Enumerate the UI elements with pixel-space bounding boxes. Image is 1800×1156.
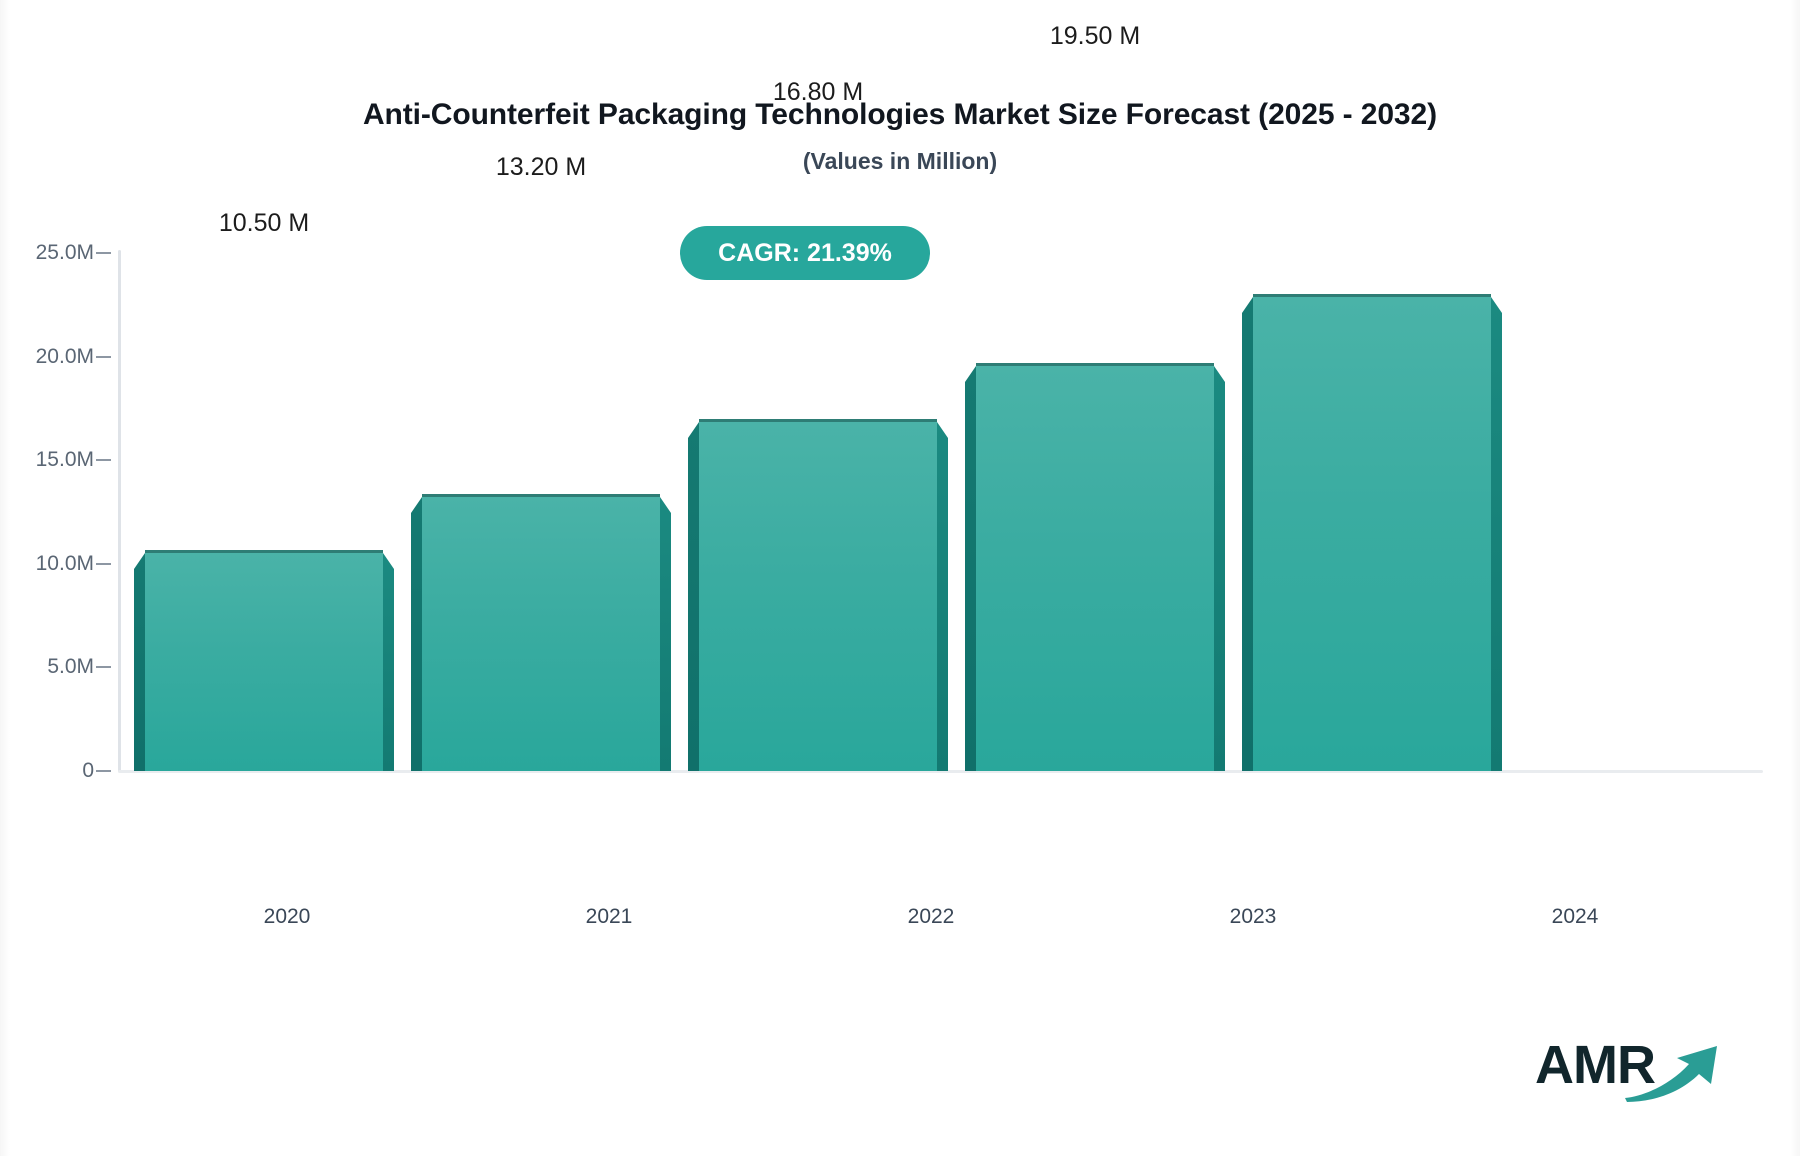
y-tick-label-0: 0: [82, 759, 94, 782]
bar-2023[interactable]: 19.50 M: [965, 22, 1225, 771]
y-tick-dash-25: [96, 252, 111, 254]
chart-subtitle: (Values in Million): [802, 148, 998, 174]
bar-front-face: [422, 494, 660, 771]
bar-side-left: [965, 366, 976, 771]
x-tick-label-2022: 2022: [907, 905, 955, 928]
y-tick-label-25: 25.0M: [35, 241, 94, 264]
growth-arrow-icon: [1625, 1046, 1717, 1102]
bar-value-label-2020: 10.50 M: [218, 209, 310, 237]
y-tick-dash-0: [96, 770, 111, 772]
bar-front-face: [1253, 294, 1491, 771]
bar-side-left: [1242, 297, 1253, 771]
bar-side-right: [937, 422, 948, 771]
bar-2022[interactable]: 16.80 M: [688, 78, 948, 771]
y-tick-label-10: 10.0M: [35, 552, 94, 575]
bar-side-right: [1491, 297, 1502, 771]
x-tick-label-2020: 2020: [263, 905, 311, 928]
x-tick-label-2024: 2024: [1551, 905, 1599, 928]
y-axis-line: [118, 250, 121, 772]
x-tick-label-2023: 2023: [1229, 905, 1277, 928]
y-tick-label-15: 15.0M: [35, 448, 94, 471]
bar-2020[interactable]: 10.50 M: [134, 209, 394, 771]
bar-2021[interactable]: 13.20 M: [411, 153, 671, 771]
y-tick-dash-15: [96, 459, 111, 461]
bar-side-right: [383, 553, 394, 771]
bar-front-face: [976, 363, 1214, 771]
cagr-badge: CAGR: 21.39%: [680, 226, 930, 280]
y-tick-dash-10: [96, 563, 111, 565]
y-tick-dash-5: [96, 666, 111, 668]
page-title: Anti-Counterfeit Packaging Technologies …: [362, 98, 1437, 131]
y-tick-label-20: 20.0M: [35, 345, 94, 368]
bar-side-left: [411, 497, 422, 771]
bar-front-face: [145, 550, 383, 771]
y-tick-dash-20: [96, 356, 111, 358]
x-axis-line: [118, 770, 1763, 773]
cagr-badge-label: CAGR: 21.39%: [718, 238, 892, 267]
bar-value-label-2023: 19.50 M: [1049, 22, 1141, 50]
bar-side-left: [134, 553, 145, 771]
bar-side-right: [660, 497, 671, 771]
bar-value-label-2022: 16.80 M: [772, 78, 864, 106]
bar-front-face: [699, 419, 937, 771]
bar-side-left: [688, 422, 699, 771]
bar-value-label-2021: 13.20 M: [495, 153, 587, 181]
amr-logo: AMR: [1535, 1032, 1735, 1112]
amr-logo-text: AMR: [1535, 1035, 1656, 1095]
y-tick-label-5: 5.0M: [47, 655, 94, 678]
x-tick-label-2021: 2021: [585, 905, 633, 928]
bar-2024[interactable]: 22.80 M: [1242, 250, 1502, 771]
bar-side-right: [1214, 366, 1225, 771]
